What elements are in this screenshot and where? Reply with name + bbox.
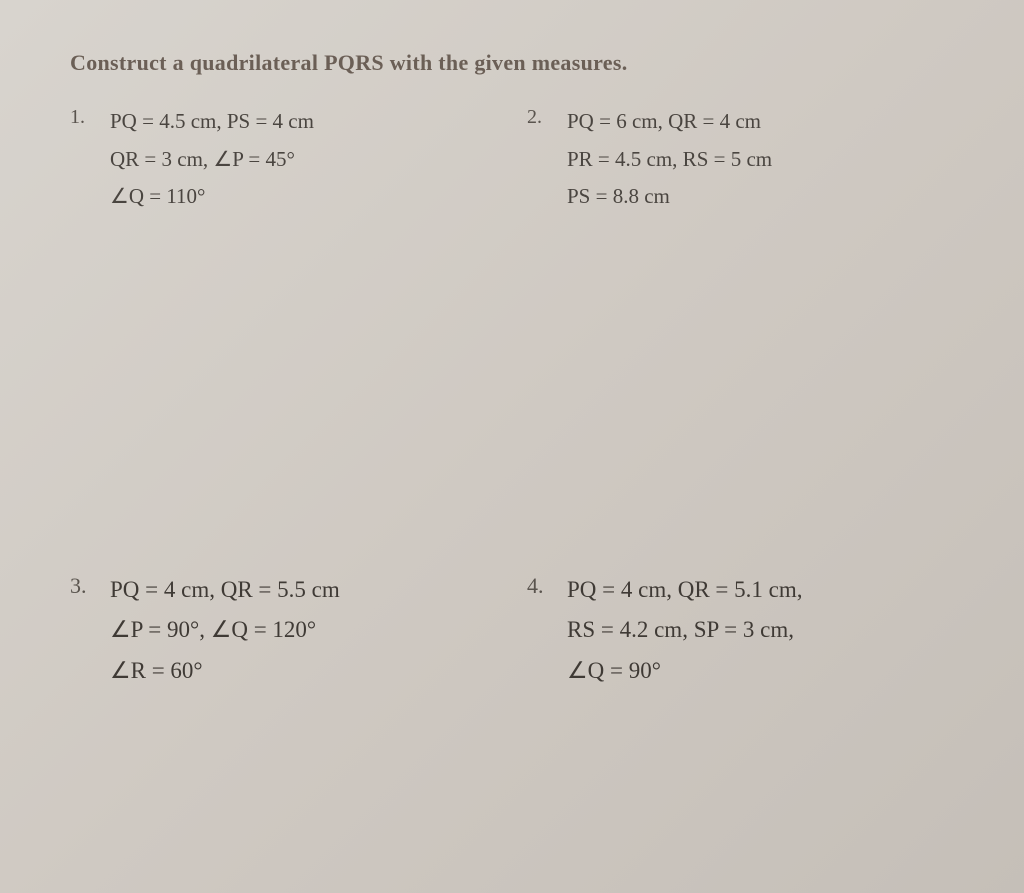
problem-1: 1. PQ = 4.5 cm, PS = 4 cm QR = 3 cm, ∠P … <box>70 106 497 213</box>
problem-line: PQ = 4 cm, QR = 5.1 cm, <box>567 573 803 608</box>
problem-line: PQ = 6 cm, QR = 4 cm <box>567 106 772 138</box>
problem-line: ∠Q = 110° <box>110 181 314 213</box>
problem-line: ∠R = 60° <box>110 654 340 689</box>
problem-3: 3. PQ = 4 cm, QR = 5.5 cm ∠P = 90°, ∠Q =… <box>70 573 497 689</box>
problem-body: PQ = 4 cm, QR = 5.1 cm, RS = 4.2 cm, SP … <box>567 573 803 689</box>
problem-line: PQ = 4 cm, QR = 5.5 cm <box>110 573 340 608</box>
problem-line: RS = 4.2 cm, SP = 3 cm, <box>567 613 803 648</box>
problem-body: PQ = 6 cm, QR = 4 cm PR = 4.5 cm, RS = 5… <box>567 106 772 213</box>
problem-body: PQ = 4.5 cm, PS = 4 cm QR = 3 cm, ∠P = 4… <box>110 106 314 213</box>
problem-2: 2. PQ = 6 cm, QR = 4 cm PR = 4.5 cm, RS … <box>527 106 954 213</box>
page-heading: Construct a quadrilateral PQRS with the … <box>70 50 954 76</box>
problem-body: PQ = 4 cm, QR = 5.5 cm ∠P = 90°, ∠Q = 12… <box>110 573 340 689</box>
problem-line: ∠P = 90°, ∠Q = 120° <box>110 613 340 648</box>
problem-line: PS = 8.8 cm <box>567 181 772 213</box>
problem-line: PR = 4.5 cm, RS = 5 cm <box>567 144 772 176</box>
problem-line: QR = 3 cm, ∠P = 45° <box>110 144 314 176</box>
problem-number: 2. <box>527 106 559 129</box>
problems-grid: 1. PQ = 4.5 cm, PS = 4 cm QR = 3 cm, ∠P … <box>70 106 954 688</box>
problem-line: PQ = 4.5 cm, PS = 4 cm <box>110 106 314 138</box>
problem-4: 4. PQ = 4 cm, QR = 5.1 cm, RS = 4.2 cm, … <box>527 573 954 689</box>
problem-number: 3. <box>70 573 102 599</box>
problem-number: 1. <box>70 106 102 129</box>
problem-number: 4. <box>527 573 559 599</box>
problem-line: ∠Q = 90° <box>567 654 803 689</box>
